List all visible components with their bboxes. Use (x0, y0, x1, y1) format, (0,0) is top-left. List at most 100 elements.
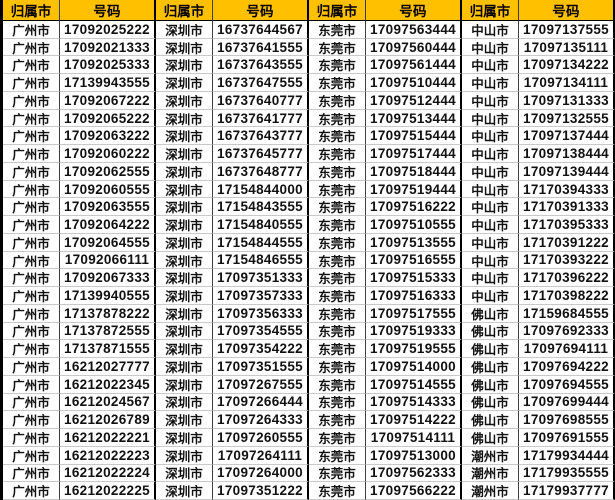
city-cell: 中山市 (462, 269, 519, 288)
number-cell: 16737643777 (213, 127, 309, 146)
city-cell: 东莞市 (309, 216, 366, 234)
city-cell: 深圳市 (156, 233, 213, 252)
city-cell: 深圳市 (156, 340, 213, 359)
number-cell: 17092025333 (60, 56, 156, 75)
city-cell: 东莞市 (309, 56, 366, 75)
number-cell: 16212022223 (60, 446, 156, 465)
city-cell: 东莞市 (309, 358, 366, 376)
city-cell: 广州市 (3, 358, 60, 376)
city-cell: 深圳市 (156, 127, 213, 146)
city-cell: 东莞市 (309, 340, 366, 359)
number-cell: 17097519555 (366, 340, 462, 359)
city-cell: 东莞市 (309, 322, 366, 341)
column-header-number: 号码 (213, 0, 309, 21)
number-cell: 17170395333 (519, 216, 615, 234)
city-cell: 潮州市 (462, 482, 519, 500)
city-cell: 深圳市 (156, 216, 213, 234)
city-cell: 佛山市 (462, 429, 519, 447)
city-cell: 东莞市 (309, 287, 366, 305)
number-cell: 17092066111 (60, 251, 156, 270)
city-cell: 潮州市 (462, 446, 519, 465)
city-cell: 中山市 (462, 251, 519, 270)
city-cell: 广州市 (3, 269, 60, 288)
number-cell: 17092064555 (60, 233, 156, 252)
city-cell: 广州市 (3, 198, 60, 217)
number-cell: 17097699444 (519, 393, 615, 412)
city-cell: 深圳市 (156, 482, 213, 500)
city-cell: 东莞市 (309, 251, 366, 270)
city-cell: 佛山市 (462, 375, 519, 394)
number-cell: 17170391222 (519, 233, 615, 252)
city-cell: 深圳市 (156, 464, 213, 483)
number-cell: 17170398222 (519, 287, 615, 305)
number-cell: 17097516333 (366, 287, 462, 305)
number-cell: 17097354222 (213, 340, 309, 359)
number-cell: 17092065222 (60, 109, 156, 128)
city-cell: 广州市 (3, 287, 60, 305)
number-cell: 17097514555 (366, 375, 462, 394)
column-header-city: 归属市 (156, 0, 213, 21)
city-cell: 东莞市 (309, 91, 366, 110)
number-cell: 17154844000 (213, 180, 309, 199)
city-cell: 广州市 (3, 411, 60, 430)
city-cell: 东莞市 (309, 464, 366, 483)
city-cell: 东莞市 (309, 109, 366, 128)
number-cell: 17097266444 (213, 393, 309, 412)
city-cell: 深圳市 (156, 393, 213, 412)
number-cell: 17170393222 (519, 251, 615, 270)
city-cell: 中山市 (462, 216, 519, 234)
city-cell: 深圳市 (156, 411, 213, 430)
number-cell: 17137871555 (60, 340, 156, 359)
city-cell: 东莞市 (309, 21, 366, 39)
column-header-city: 归属市 (462, 0, 519, 21)
city-cell: 东莞市 (309, 393, 366, 412)
city-cell: 深圳市 (156, 322, 213, 341)
city-cell: 深圳市 (156, 269, 213, 288)
number-cell: 17097514111 (366, 429, 462, 447)
city-cell: 中山市 (462, 38, 519, 57)
city-cell: 中山市 (462, 198, 519, 217)
city-cell: 东莞市 (309, 233, 366, 252)
city-cell: 佛山市 (462, 358, 519, 376)
number-cell: 17137878222 (60, 304, 156, 323)
column-header-city: 归属市 (309, 0, 366, 21)
number-cell: 17097519333 (366, 322, 462, 341)
number-cell: 16212022221 (60, 429, 156, 447)
number-cell: 17092063555 (60, 198, 156, 217)
number-cell: 17097517444 (366, 145, 462, 163)
number-cell: 16212027777 (60, 358, 156, 376)
number-cell: 17092063222 (60, 127, 156, 146)
number-cell: 17097264333 (213, 411, 309, 430)
city-cell: 佛山市 (462, 411, 519, 430)
city-cell: 深圳市 (156, 38, 213, 57)
number-cell: 16737640777 (213, 91, 309, 110)
city-cell: 广州市 (3, 340, 60, 359)
number-cell: 17097691555 (519, 429, 615, 447)
city-cell: 深圳市 (156, 358, 213, 376)
city-cell: 深圳市 (156, 304, 213, 323)
number-cell: 17170394333 (519, 180, 615, 199)
number-cell: 17092060555 (60, 180, 156, 199)
number-cell: 17179937777 (519, 482, 615, 500)
number-cell: 17092064222 (60, 216, 156, 234)
city-cell: 东莞市 (309, 74, 366, 92)
city-cell: 中山市 (462, 287, 519, 305)
city-cell: 深圳市 (156, 145, 213, 163)
number-cell: 17097132555 (519, 109, 615, 128)
city-cell: 深圳市 (156, 287, 213, 305)
number-cell: 17097134111 (519, 74, 615, 92)
city-cell: 东莞市 (309, 411, 366, 430)
city-cell: 广州市 (3, 216, 60, 234)
city-cell: 中山市 (462, 91, 519, 110)
city-cell: 广州市 (3, 322, 60, 341)
number-cell: 17092067333 (60, 269, 156, 288)
column-header-number: 号码 (60, 0, 156, 21)
number-cell: 17159684555 (519, 304, 615, 323)
number-cell: 17097694555 (519, 375, 615, 394)
city-cell: 东莞市 (309, 38, 366, 57)
city-cell: 深圳市 (156, 91, 213, 110)
number-cell: 17154843555 (213, 198, 309, 217)
number-cell: 16212026789 (60, 411, 156, 430)
city-cell: 广州市 (3, 233, 60, 252)
city-cell: 广州市 (3, 109, 60, 128)
